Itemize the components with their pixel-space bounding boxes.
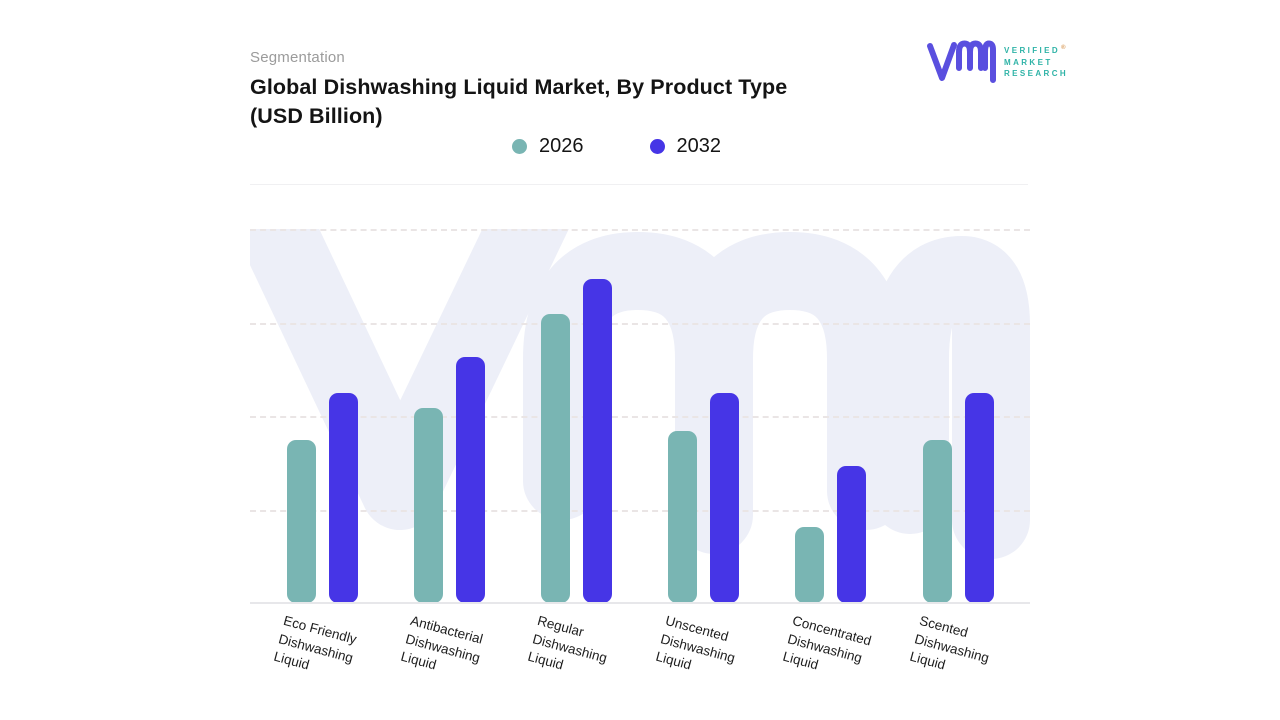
legend-item-2032: 2032 — [649, 135, 722, 158]
plot-area — [250, 229, 1030, 603]
chart-legend: 2026 2032 — [512, 135, 721, 158]
vmr-logo: VERIFIED ® MARKET RESEARCH — [926, 38, 1068, 84]
bar-2026-1 — [286, 440, 316, 603]
bar-2026-2 — [413, 407, 443, 603]
bar-2032-4 — [710, 392, 740, 603]
bar-2026-5 — [795, 527, 825, 603]
x-axis-label-3: Regular Dishwashing Liquid — [526, 612, 610, 673]
x-axis-label-6: Scented Dishwashing Liquid — [908, 612, 991, 673]
logo-line-2: MARKET — [1004, 57, 1053, 67]
bar-2032-5 — [837, 465, 867, 603]
x-axis-label-1: Eco Friendly Dishwashing Liquid — [272, 612, 359, 673]
gridline — [250, 322, 1030, 325]
gridline — [250, 509, 1030, 512]
legend-dot-2026 — [512, 139, 527, 154]
vmr-wordmark: VERIFIED ® MARKET RESEARCH — [1004, 45, 1068, 80]
gridline — [250, 229, 1030, 231]
header-divider — [250, 184, 1028, 185]
bar-2026-6 — [922, 440, 952, 603]
bar-2032-1 — [328, 392, 358, 603]
x-axis-label-4: Unscented Dishwashing Liquid — [653, 612, 737, 673]
gridline — [250, 416, 1030, 418]
legend-dot-2032 — [649, 139, 665, 154]
bar-2032-6 — [964, 392, 994, 603]
x-axis-label-5: Concentrated Dishwashing Liquid — [781, 612, 873, 673]
bar-2032-2 — [455, 357, 485, 603]
legend-label-2032: 2032 — [676, 135, 722, 157]
registered-trademark-icon: ® — [1061, 45, 1068, 51]
bar-2032-3 — [582, 278, 612, 603]
logo-line-1: VERIFIED — [1004, 46, 1061, 55]
x-axis-line — [250, 602, 1030, 604]
logo-line-3: RESEARCH — [1004, 69, 1069, 78]
bar-2026-4 — [668, 431, 698, 603]
legend-label-2026: 2026 — [539, 135, 584, 157]
legend-item-2026: 2026 — [512, 135, 584, 158]
bar-2026-3 — [540, 314, 570, 603]
vmr-monogram-icon — [927, 40, 996, 83]
segmentation-label: Segmentation — [250, 49, 345, 66]
chart-title: Global Dishwashing Liquid Market, By Pro… — [250, 75, 788, 128]
x-axis-label-2: Antibacterial Dishwashing Liquid — [399, 612, 485, 673]
